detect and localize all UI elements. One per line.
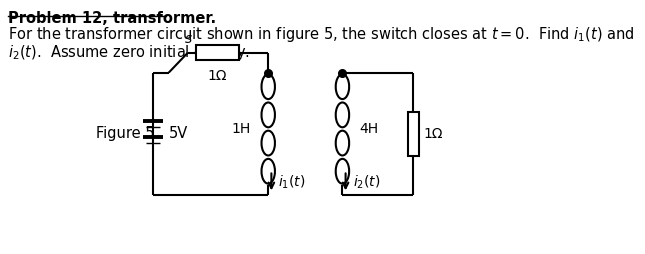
Text: $i_1(t)$: $i_1(t)$ bbox=[279, 173, 306, 190]
Text: 1H: 1H bbox=[232, 122, 251, 136]
Text: Problem 12, transformer.: Problem 12, transformer. bbox=[8, 11, 216, 26]
Text: $i_2(t)$: $i_2(t)$ bbox=[353, 173, 380, 190]
Text: 1Ω: 1Ω bbox=[424, 127, 443, 141]
Text: Figure 5: Figure 5 bbox=[96, 126, 155, 141]
Text: 5V: 5V bbox=[169, 126, 188, 141]
Text: $s$: $s$ bbox=[184, 32, 193, 46]
Text: 1Ω: 1Ω bbox=[208, 69, 227, 83]
Bar bbox=[408, 112, 419, 156]
Bar bbox=[195, 45, 239, 60]
Text: For the transformer circuit shown in figure 5, the switch closes at $t = 0$.  Fi: For the transformer circuit shown in fig… bbox=[8, 25, 635, 44]
Text: $i_2(t)$.  Assume zero initial energy.: $i_2(t)$. Assume zero initial energy. bbox=[8, 43, 250, 62]
Text: 4H: 4H bbox=[360, 122, 379, 136]
